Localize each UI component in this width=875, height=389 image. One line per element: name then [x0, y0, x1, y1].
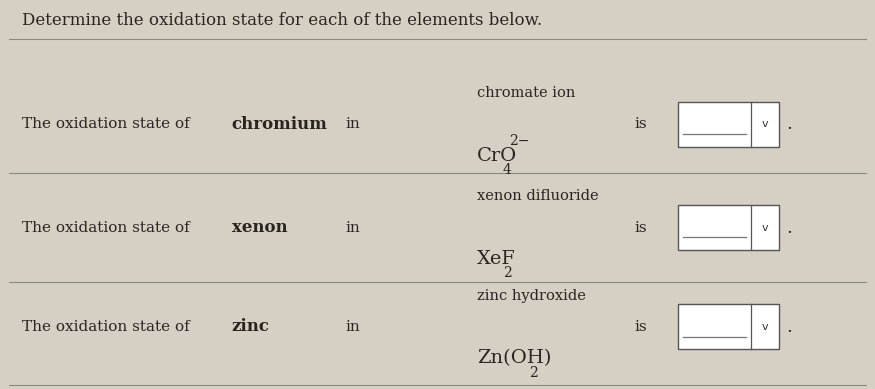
- Bar: [678, 205, 779, 250]
- Text: .: .: [786, 219, 792, 237]
- Text: zinc: zinc: [232, 318, 270, 335]
- Text: xenon: xenon: [232, 219, 288, 236]
- Bar: [678, 102, 779, 147]
- Text: Zn(OH): Zn(OH): [477, 349, 551, 367]
- Text: in: in: [346, 320, 360, 334]
- Bar: [678, 304, 779, 349]
- Text: v: v: [761, 322, 768, 332]
- Text: v: v: [761, 223, 768, 233]
- Text: The oxidation state of: The oxidation state of: [22, 221, 190, 235]
- Text: Determine the oxidation state for each of the elements below.: Determine the oxidation state for each o…: [22, 12, 542, 29]
- Text: zinc hydroxide: zinc hydroxide: [477, 289, 585, 303]
- Text: xenon difluoride: xenon difluoride: [477, 189, 599, 203]
- Text: CrO: CrO: [477, 147, 517, 165]
- Text: .: .: [786, 116, 792, 133]
- Text: in: in: [346, 221, 360, 235]
- Text: is: is: [634, 320, 647, 334]
- Text: XeF: XeF: [477, 250, 515, 268]
- Text: 2: 2: [503, 266, 512, 280]
- Text: chromium: chromium: [232, 116, 328, 133]
- Text: 2: 2: [529, 366, 538, 380]
- Text: The oxidation state of: The oxidation state of: [22, 320, 190, 334]
- Text: in: in: [346, 117, 360, 131]
- Text: v: v: [761, 119, 768, 130]
- Text: .: .: [786, 318, 792, 336]
- Text: The oxidation state of: The oxidation state of: [22, 117, 190, 131]
- Text: 2−: 2−: [509, 134, 529, 148]
- Text: 4: 4: [503, 163, 512, 177]
- Text: chromate ion: chromate ion: [477, 86, 575, 100]
- Text: is: is: [634, 221, 647, 235]
- Text: is: is: [634, 117, 647, 131]
